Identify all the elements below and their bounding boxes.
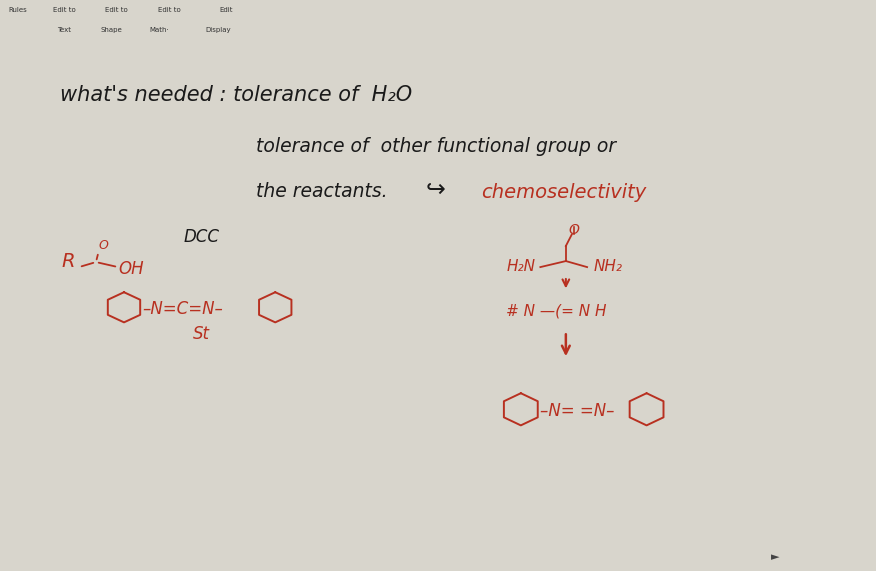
Text: O: O: [98, 239, 109, 252]
Text: ↪: ↪: [426, 178, 445, 202]
Text: # N —(= N H: # N —(= N H: [505, 303, 606, 318]
Text: Math·: Math·: [149, 27, 169, 33]
Text: chemoselectivity: chemoselectivity: [481, 183, 646, 202]
Text: Rules: Rules: [9, 7, 27, 13]
Text: St: St: [193, 325, 210, 343]
Text: the reactants.: the reactants.: [256, 182, 387, 201]
Text: Edit to: Edit to: [53, 7, 75, 13]
Text: NH₂: NH₂: [594, 259, 623, 274]
Text: R: R: [62, 252, 75, 271]
Text: –N=C=N–: –N=C=N–: [143, 300, 223, 318]
Text: H₂N: H₂N: [506, 259, 535, 274]
Text: Shape: Shape: [101, 27, 123, 33]
Text: tolerance of  other functional group or: tolerance of other functional group or: [256, 136, 616, 155]
Text: O: O: [569, 223, 579, 238]
Text: –N= =N–: –N= =N–: [540, 402, 614, 420]
Text: ►: ►: [771, 552, 780, 562]
Text: OH: OH: [118, 260, 144, 278]
Text: what's needed : tolerance of  H₂O: what's needed : tolerance of H₂O: [60, 85, 413, 105]
Text: DCC: DCC: [183, 228, 220, 246]
Text: Edit to: Edit to: [105, 7, 128, 13]
Text: Display: Display: [206, 27, 231, 33]
Text: Text: Text: [57, 27, 71, 33]
Text: Edit: Edit: [219, 7, 232, 13]
Text: Edit to: Edit to: [158, 7, 180, 13]
